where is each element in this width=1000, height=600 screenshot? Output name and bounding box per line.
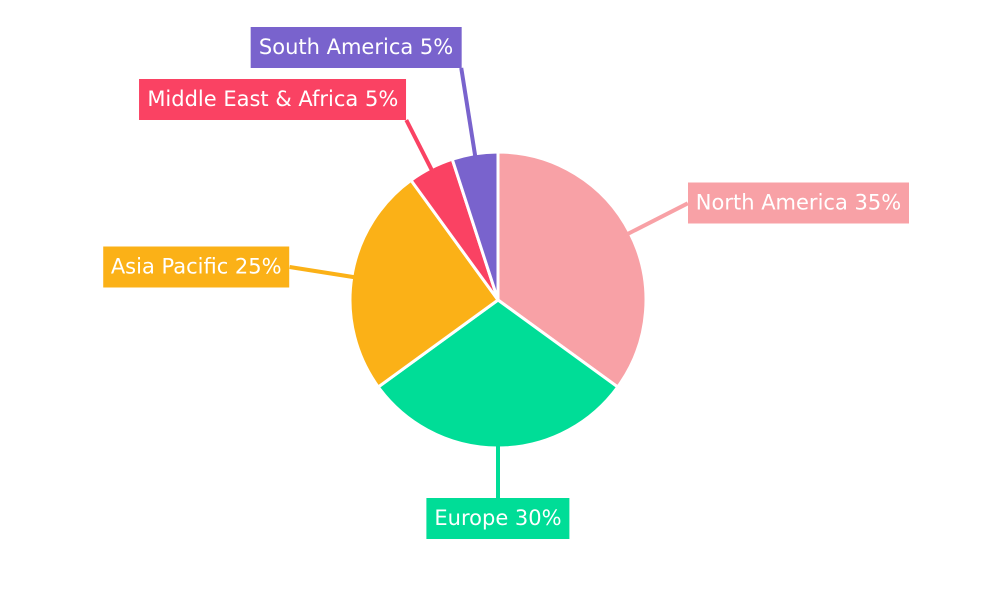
leader-line-south-america — [459, 67, 478, 157]
leader-line-north-america — [627, 201, 689, 236]
leader-line-middle-east-africa — [404, 119, 434, 171]
leader-line-asia-pacific — [289, 265, 355, 280]
